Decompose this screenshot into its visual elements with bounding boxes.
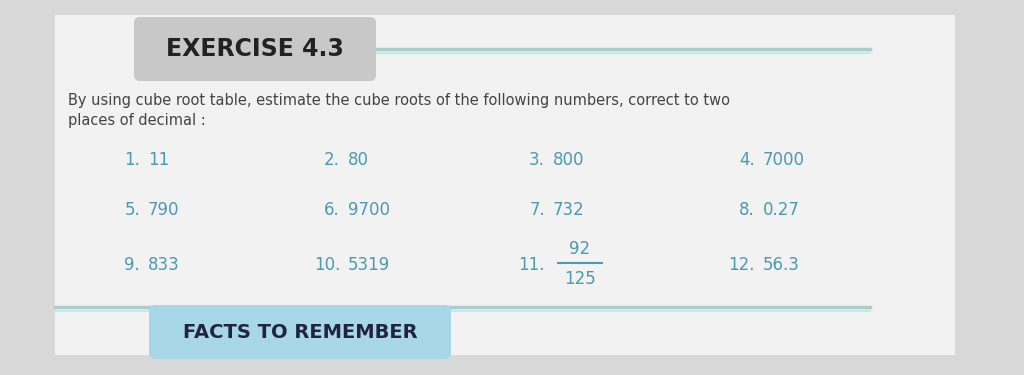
FancyBboxPatch shape bbox=[150, 305, 451, 359]
Text: EXERCISE 4.3: EXERCISE 4.3 bbox=[166, 37, 344, 61]
Text: 2.: 2. bbox=[325, 151, 340, 169]
Text: 6.: 6. bbox=[325, 201, 340, 219]
Bar bbox=[55, 15, 955, 355]
Text: 8.: 8. bbox=[739, 201, 755, 219]
Text: FACTS TO REMEMBER: FACTS TO REMEMBER bbox=[182, 322, 418, 342]
Text: 790: 790 bbox=[148, 201, 179, 219]
Text: 9700: 9700 bbox=[348, 201, 390, 219]
Text: 9.: 9. bbox=[124, 256, 140, 274]
Text: 732: 732 bbox=[553, 201, 585, 219]
Text: 1.: 1. bbox=[124, 151, 140, 169]
Text: 4.: 4. bbox=[739, 151, 755, 169]
Text: 80: 80 bbox=[348, 151, 369, 169]
Text: 10.: 10. bbox=[313, 256, 340, 274]
Text: 125: 125 bbox=[564, 270, 596, 288]
FancyBboxPatch shape bbox=[134, 17, 376, 81]
Text: 56.3: 56.3 bbox=[763, 256, 800, 274]
Text: 92: 92 bbox=[569, 240, 591, 258]
Text: By using cube root table, estimate the cube roots of the following numbers, corr: By using cube root table, estimate the c… bbox=[68, 93, 730, 108]
Text: 11: 11 bbox=[148, 151, 169, 169]
Text: places of decimal :: places of decimal : bbox=[68, 112, 206, 128]
Text: 7000: 7000 bbox=[763, 151, 805, 169]
Text: 5319: 5319 bbox=[348, 256, 390, 274]
Text: 5.: 5. bbox=[124, 201, 140, 219]
Text: 0.27: 0.27 bbox=[763, 201, 800, 219]
Text: 7.: 7. bbox=[529, 201, 545, 219]
Text: 11.: 11. bbox=[518, 256, 545, 274]
Text: 3.: 3. bbox=[529, 151, 545, 169]
Text: 833: 833 bbox=[148, 256, 180, 274]
Text: 800: 800 bbox=[553, 151, 585, 169]
Text: 12.: 12. bbox=[728, 256, 755, 274]
